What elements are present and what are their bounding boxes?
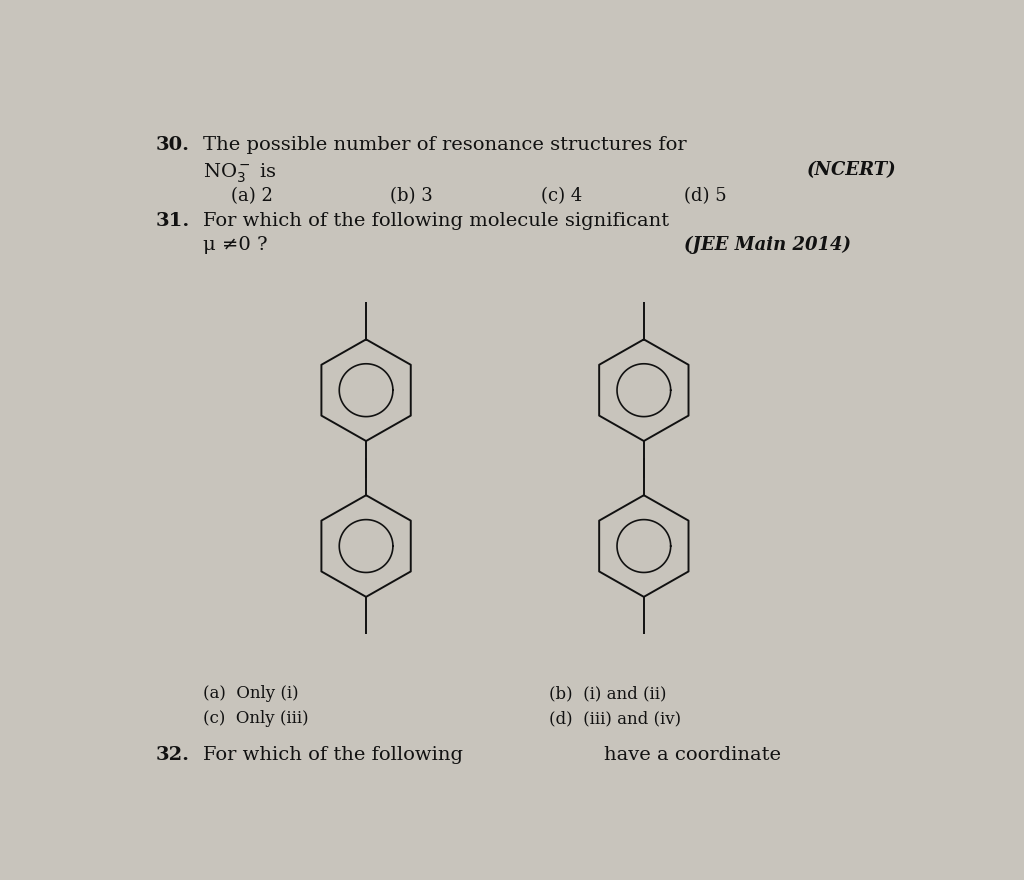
Text: For which of the following: For which of the following [204,746,464,764]
Text: The possible number of resonance structures for: The possible number of resonance structu… [204,136,687,154]
Text: (c)  Only (iii): (c) Only (iii) [204,710,309,727]
Text: (c) 4: (c) 4 [541,187,582,205]
Text: NO$_3^-$ is: NO$_3^-$ is [204,161,278,185]
Text: (b) 3: (b) 3 [390,187,432,205]
Text: 32.: 32. [156,746,189,764]
Text: (d) 5: (d) 5 [684,187,726,205]
Text: (NCERT): (NCERT) [807,161,896,180]
Text: (b)  (i) and (ii): (b) (i) and (ii) [549,685,666,702]
Text: (a)  Only (i): (a) Only (i) [204,685,299,702]
Text: 30.: 30. [156,136,189,154]
Text: (d)  (iii) and (iv): (d) (iii) and (iv) [549,710,681,727]
Text: 31.: 31. [156,212,190,230]
Text: (a) 2: (a) 2 [231,187,273,205]
Text: For which of the following molecule significant: For which of the following molecule sign… [204,212,670,230]
Text: have a coordinate: have a coordinate [604,746,781,764]
Text: μ ≠0 ?: μ ≠0 ? [204,236,268,253]
Text: (JEE Main 2014): (JEE Main 2014) [684,236,851,254]
